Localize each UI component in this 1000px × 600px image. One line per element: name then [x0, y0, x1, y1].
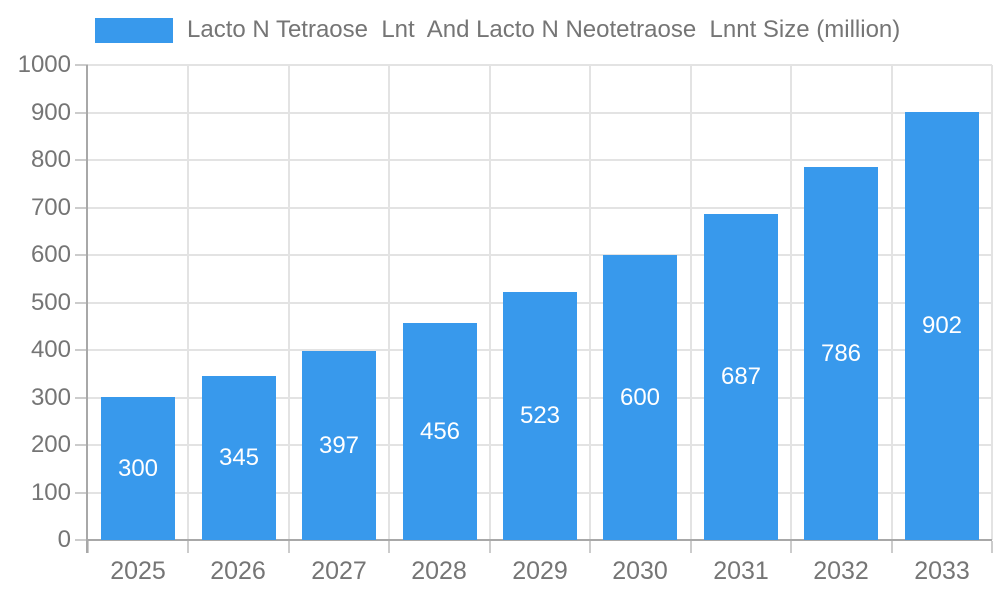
h-gridline [88, 64, 992, 66]
y-tick-mark [75, 112, 88, 114]
y-tick-label: 300 [30, 384, 71, 411]
y-tick-label: 0 [57, 526, 71, 553]
v-gridline [489, 65, 491, 540]
x-tick-label: 2026 [210, 557, 266, 585]
v-gridline [388, 65, 390, 540]
x-tick-label: 2029 [512, 557, 568, 585]
legend-swatch-icon [95, 17, 173, 43]
h-gridline [88, 112, 992, 114]
y-tick-label: 900 [30, 99, 71, 126]
v-gridline [589, 65, 591, 540]
v-gridline [288, 65, 290, 540]
bar-value-label: 300 [117, 454, 159, 482]
y-tick-mark [75, 159, 88, 161]
x-tick-label: 2027 [311, 557, 367, 585]
x-tick-mark [489, 541, 491, 553]
v-gridline [187, 65, 189, 540]
bar: 600 [603, 255, 677, 540]
bar: 300 [101, 397, 175, 540]
bar: 397 [302, 351, 376, 540]
bar-value-label: 687 [720, 363, 762, 390]
bar-value-label: 397 [318, 431, 360, 459]
bar: 523 [503, 292, 577, 540]
h-gridline [88, 159, 992, 161]
y-tick-mark [75, 64, 88, 66]
y-tick-label: 600 [30, 241, 71, 268]
x-tick-mark [589, 541, 591, 553]
bar-value-label: 456 [419, 417, 461, 445]
x-tick-mark [690, 541, 692, 553]
bar: 786 [804, 167, 878, 540]
y-tick-mark [75, 207, 88, 209]
bar-value-label: 600 [619, 383, 661, 411]
y-tick-label: 1000 [17, 51, 71, 78]
bar: 687 [704, 214, 778, 540]
x-tick-mark [288, 541, 290, 553]
bar-value-label: 786 [820, 339, 862, 367]
h-gridline [88, 207, 992, 209]
x-tick-mark [388, 541, 390, 553]
v-gridline [690, 65, 692, 540]
x-tick-mark [891, 541, 893, 553]
y-tick-label: 700 [30, 194, 71, 221]
y-tick-label: 400 [30, 336, 71, 363]
legend-label: Lacto N Tetraose Lnt And Lacto N Neotetr… [187, 16, 901, 43]
v-gridline [891, 65, 893, 540]
x-tick-label: 2025 [110, 557, 166, 585]
bar: 345 [202, 376, 276, 540]
x-tick-mark [187, 541, 189, 553]
y-tick-mark [75, 444, 88, 446]
y-tick-label: 500 [30, 289, 71, 316]
y-tick-label: 200 [30, 431, 71, 458]
x-axis-line [88, 539, 992, 541]
v-gridline [991, 65, 993, 540]
x-tick-mark [790, 541, 792, 553]
y-tick-label: 800 [30, 146, 71, 173]
x-tick-label: 2032 [813, 557, 869, 585]
bar: 456 [403, 323, 477, 540]
x-tick-label: 2031 [713, 557, 769, 585]
h-gridline [88, 254, 992, 256]
y-tick-mark [75, 302, 88, 304]
x-tick-label: 2033 [914, 557, 970, 585]
x-tick-label: 2030 [612, 557, 668, 585]
y-tick-mark [75, 349, 88, 351]
y-tick-label: 100 [30, 479, 71, 506]
bar: 902 [905, 112, 979, 540]
x-tick-label: 2028 [411, 557, 467, 585]
y-tick-mark [75, 492, 88, 494]
y-axis-line [86, 65, 88, 553]
x-tick-mark [991, 541, 993, 553]
bar-value-label: 345 [218, 444, 260, 471]
y-tick-mark [75, 397, 88, 399]
y-tick-mark [75, 254, 88, 256]
legend: Lacto N Tetraose Lnt And Lacto N Neotetr… [95, 14, 900, 46]
bar-value-label: 902 [921, 312, 963, 339]
bar-value-label: 523 [519, 402, 561, 429]
v-gridline [790, 65, 792, 540]
y-tick-mark [75, 539, 88, 541]
x-tick-mark [87, 541, 89, 553]
